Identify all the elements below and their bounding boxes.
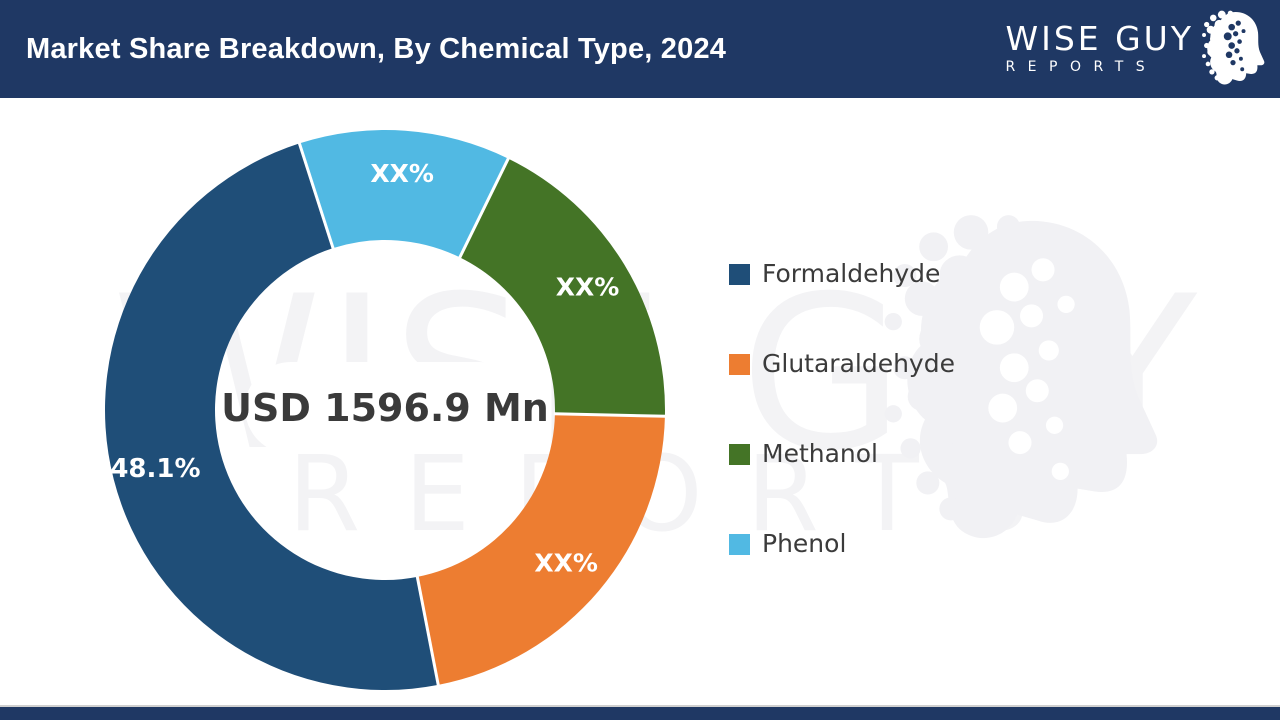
donut-center-background	[245, 362, 525, 454]
legend-label: Phenol	[762, 529, 847, 558]
legend-swatch-formaldehyde	[729, 263, 750, 285]
pie-segment-value-label: XX%	[534, 548, 598, 577]
legend-swatch-phenol	[729, 533, 750, 555]
pie-segment-formaldehyde	[104, 143, 439, 691]
pie-segment-phenol	[299, 130, 509, 258]
logo-text: WISE GUY REPORTS	[1005, 22, 1194, 76]
segment-separator	[458, 157, 511, 259]
page-title: Market Share Breakdown, By Chemical Type…	[26, 32, 727, 65]
pie-segment-value-label: 48.1%	[110, 454, 200, 484]
legend-swatch-methanol	[729, 443, 750, 465]
legend-item-methanol: Methanol	[729, 430, 955, 478]
logo-head-icon	[1202, 10, 1265, 85]
footer-bar	[0, 707, 1280, 720]
pie-segment-value-label: XX%	[370, 159, 434, 188]
segment-separator	[415, 575, 440, 687]
title-bar: Market Share Breakdown, By Chemical Type…	[0, 0, 1280, 98]
pie-segment-value-label: XX%	[556, 272, 620, 301]
footer-divider	[0, 705, 1280, 707]
legend-label: Methanol	[762, 439, 879, 468]
chart-legend: Formaldehyde Glutaraldehyde Methanol Phe…	[729, 250, 955, 610]
logo-subtext: REPORTS	[1005, 59, 1158, 75]
legend-item-formaldehyde: Formaldehyde	[729, 250, 955, 298]
legend-item-phenol: Phenol	[729, 520, 955, 568]
legend-item-glutaraldehyde: Glutaraldehyde	[729, 340, 955, 388]
pie-segment-methanol	[459, 158, 665, 417]
legend-label: Glutaraldehyde	[762, 349, 955, 378]
legend-label: Formaldehyde	[762, 259, 941, 288]
segment-separator	[297, 141, 335, 250]
logo-wordmark: WISE GUY	[1005, 19, 1194, 58]
legend-swatch-glutaraldehyde	[729, 353, 750, 375]
pie-segment-glutaraldehyde	[417, 413, 665, 685]
wise-guy-reports-logo: WISE GUY REPORTS	[1005, 10, 1266, 89]
segment-separator	[553, 412, 666, 418]
market-value-label: USD 1596.9 Mn	[221, 386, 549, 430]
